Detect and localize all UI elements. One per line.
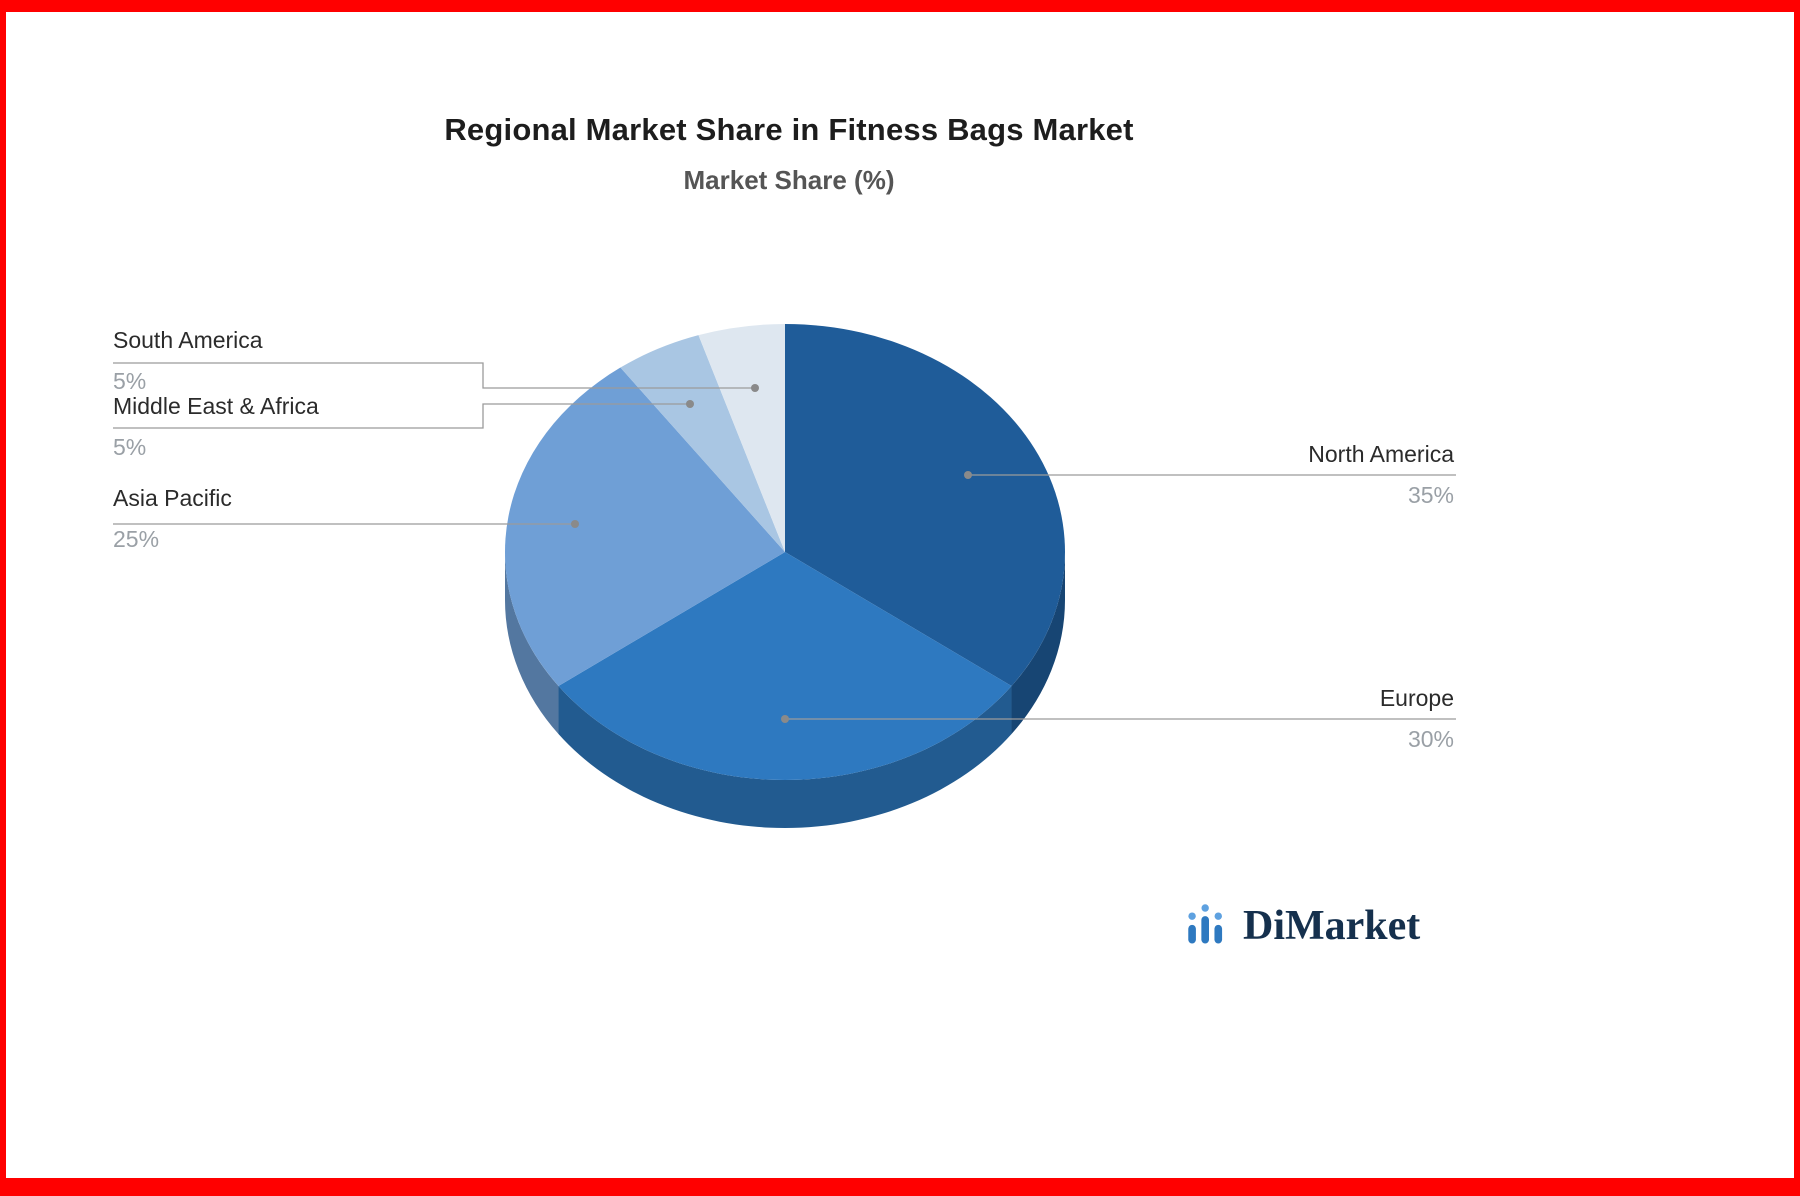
pie-slice-0	[785, 324, 1065, 687]
leader-dot-middle-east-africa	[686, 400, 694, 408]
callout-south-america: South America 5%	[113, 326, 263, 396]
leader-dots	[571, 384, 972, 723]
page-subtitle: Market Share (%)	[683, 165, 895, 195]
leader-lines	[113, 362, 1456, 720]
pie-slice-side-2	[505, 552, 559, 735]
pie-slice-4	[698, 324, 785, 552]
callout-europe: Europe 30%	[1380, 684, 1454, 754]
pie-slice-side-1	[558, 686, 1012, 828]
leader-line-south-america	[113, 362, 755, 389]
callout-value: 5%	[113, 434, 147, 460]
leader-dot-north-america	[964, 471, 972, 479]
pie-slice-side-0	[1011, 552, 1065, 735]
leader-dot-asia-pacific	[571, 520, 579, 528]
leader-dot-south-america	[751, 384, 759, 392]
callout-value: 5%	[113, 368, 147, 394]
pie-slice-3	[620, 335, 785, 552]
pie-slice-2	[504, 367, 785, 687]
page-title: Regional Market Share in Fitness Bags Ma…	[444, 112, 1134, 147]
callout-label: North America	[1308, 441, 1454, 467]
callout-value: 35%	[1407, 482, 1454, 508]
callout-label: Europe	[1379, 685, 1454, 711]
callout-asia-pacific: Asia Pacific 25%	[113, 484, 232, 554]
logo-text: DiMarket	[1243, 903, 1421, 949]
callout-label: Middle East & Africa	[113, 393, 319, 419]
callout-north-america: North America 35%	[1308, 440, 1454, 510]
leader-dot-europe	[781, 715, 789, 723]
bar-chart-icon	[1188, 904, 1223, 944]
leader-line-middle-east-africa	[113, 403, 690, 429]
callout-value: 30%	[1407, 726, 1454, 752]
logo: DiMarket	[1185, 902, 1420, 950]
callout-value: 25%	[113, 526, 160, 552]
callout-label: Asia Pacific	[113, 485, 232, 511]
callout-label: South America	[113, 327, 263, 353]
callout-middle-east-africa: Middle East & Africa 5%	[113, 392, 319, 462]
pie-slices	[504, 324, 1065, 828]
pie-slice-1	[558, 552, 1012, 780]
